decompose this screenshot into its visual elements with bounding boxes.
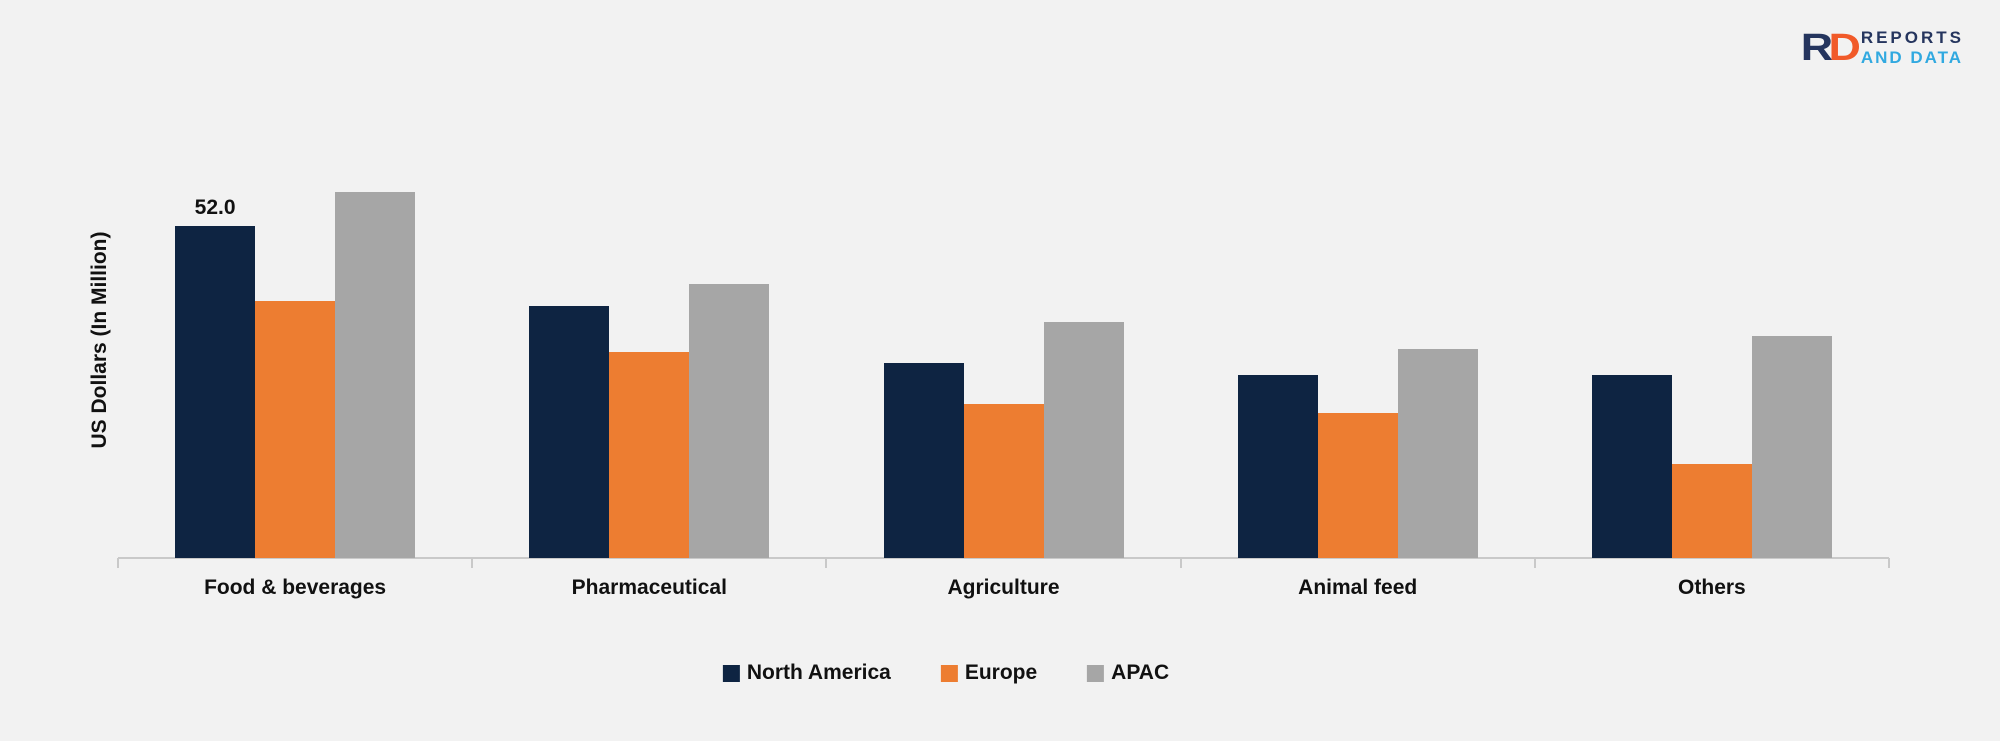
value-label-north-america-food-beverages: 52.0	[194, 196, 236, 219]
x-axis-line	[118, 557, 1889, 559]
bar-north-america-food-beverages	[175, 226, 256, 558]
y-axis-label: US Dollars (In Million)	[88, 231, 111, 449]
bar-apac-food-beverages	[335, 192, 416, 558]
category-label-others: Others	[1678, 576, 1746, 599]
bar-north-america-others	[1591, 374, 1672, 558]
logo: RD REPORTS AND DATA	[1801, 28, 1964, 67]
bar-europe-others	[1671, 464, 1752, 558]
category-label-food-beverages: Food & beverages	[204, 576, 387, 599]
bar-north-america-agriculture	[883, 362, 964, 558]
x-axis-tick	[1533, 558, 1536, 568]
category-label-agriculture: Agriculture	[947, 576, 1060, 599]
bar-north-america-pharmaceutical	[529, 305, 610, 558]
category-label-pharmaceutical: Pharmaceutical	[571, 576, 727, 599]
category-label-animal-feed: Animal feed	[1298, 576, 1418, 599]
bar-north-america-animal-feed	[1237, 374, 1318, 558]
logo-letter-d: D	[1828, 26, 1860, 69]
legend: North America Europe APAC	[722, 661, 1169, 685]
logo-letter-r: R	[1800, 26, 1833, 69]
bar-apac-animal-feed	[1397, 349, 1478, 558]
legend-swatch-north-america	[722, 664, 740, 682]
logo-wordmark: REPORTS AND DATA	[1861, 28, 1964, 67]
bar-europe-agriculture	[963, 404, 1044, 558]
x-axis-tick	[825, 558, 828, 568]
x-axis-tick	[117, 558, 119, 568]
bar-europe-food-beverages	[255, 300, 336, 558]
bar-apac-agriculture	[1043, 322, 1124, 558]
legend-item-europe: Europe	[940, 661, 1038, 685]
bar-apac-others	[1751, 335, 1832, 558]
x-axis-tick	[1888, 558, 1890, 568]
bar-europe-pharmaceutical	[609, 351, 690, 558]
logo-reports-text: REPORTS	[1860, 28, 1964, 47]
bar-apac-pharmaceutical	[689, 284, 770, 558]
legend-swatch-europe	[940, 664, 958, 682]
x-axis-tick	[471, 558, 474, 568]
legend-swatch-apac	[1087, 664, 1105, 682]
logo-rd-icon: RD	[1801, 29, 1861, 67]
bar-europe-animal-feed	[1317, 413, 1398, 558]
legend-item-apac: APAC	[1087, 661, 1169, 685]
legend-label-north-america: North America	[746, 661, 891, 684]
legend-label-apac: APAC	[1111, 661, 1170, 684]
legend-label-europe: Europe	[964, 661, 1038, 684]
x-axis-tick	[1179, 558, 1182, 568]
logo-anddata-text: AND DATA	[1860, 47, 1964, 67]
legend-item-north-america: North America	[722, 661, 891, 685]
